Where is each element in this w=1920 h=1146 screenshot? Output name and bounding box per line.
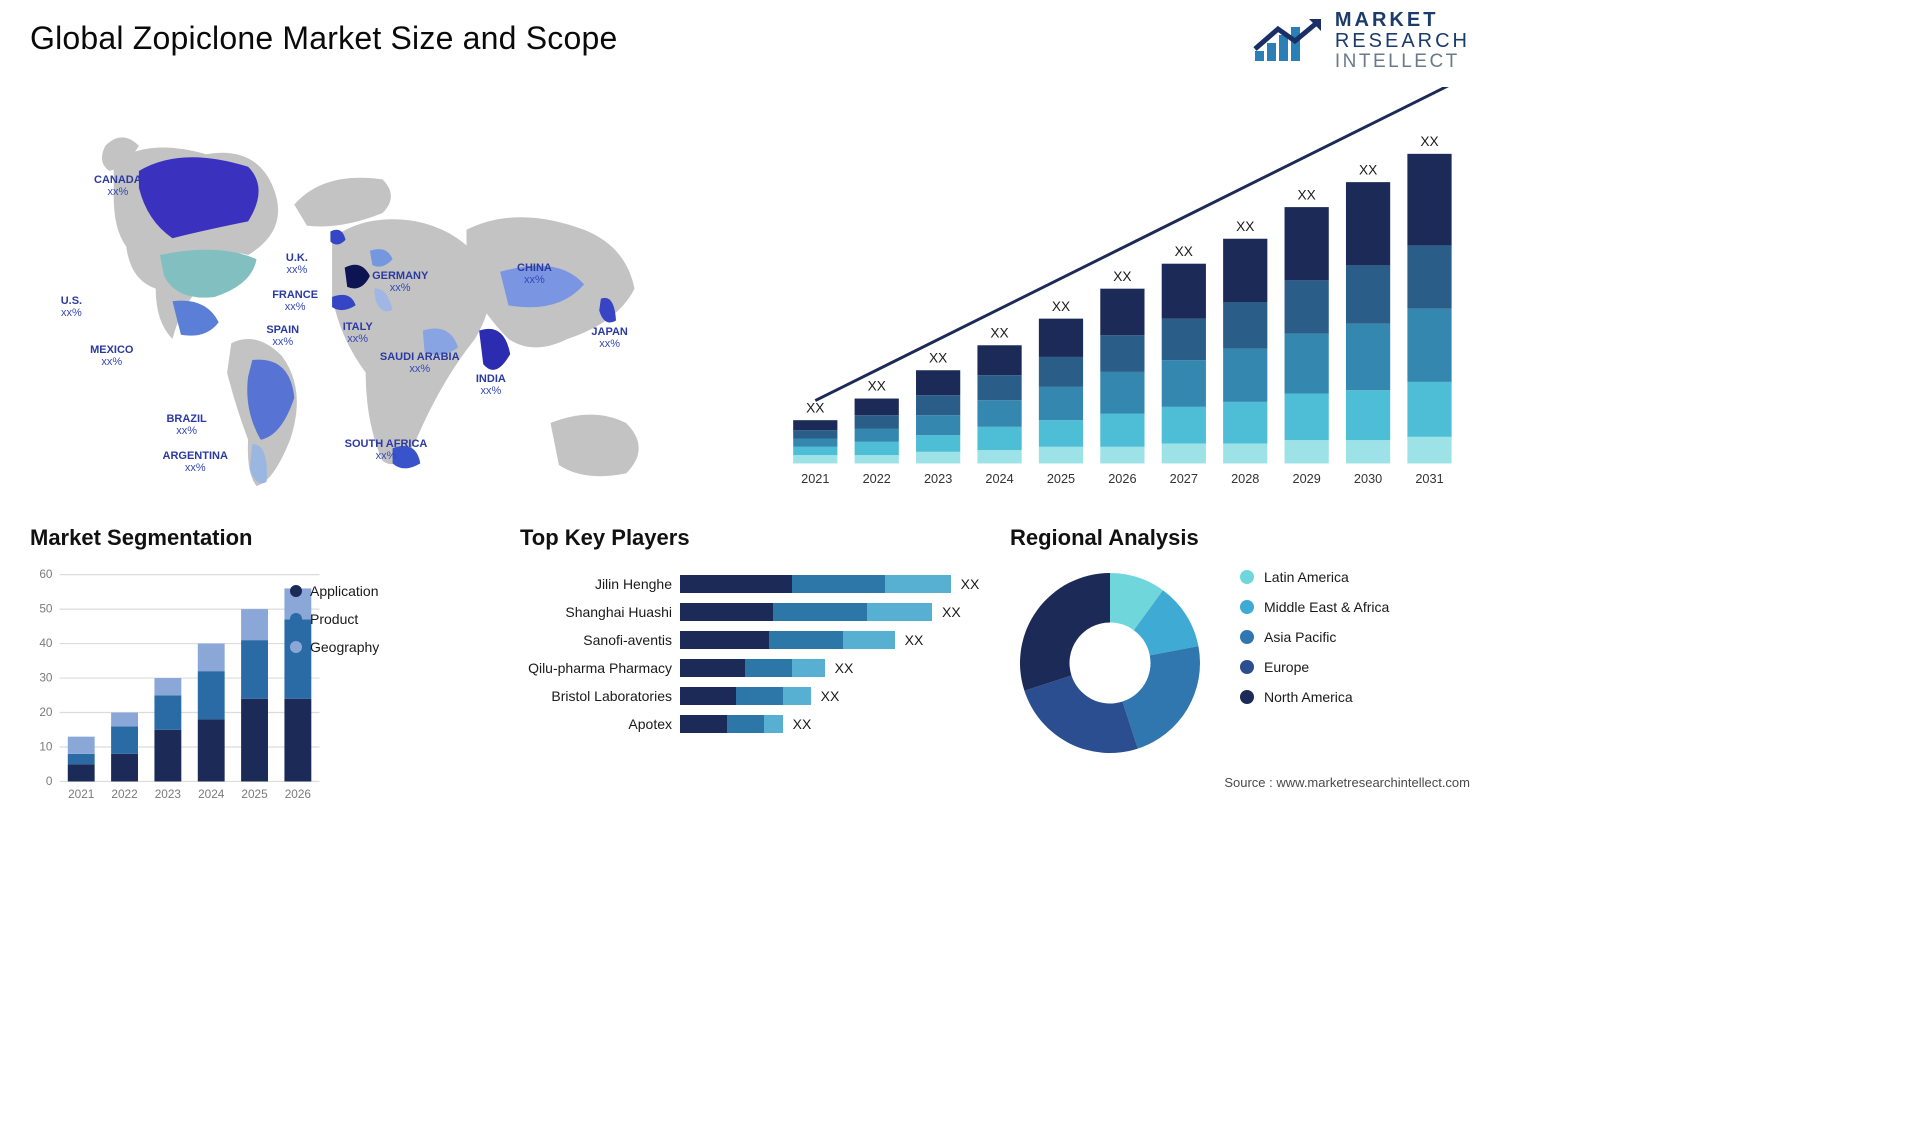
player-value: XX	[961, 576, 980, 592]
svg-text:2026: 2026	[285, 787, 312, 801]
logo-line3: INTELLECT	[1335, 52, 1470, 72]
logo-line1: MARKET	[1335, 10, 1470, 31]
brand-logo: MARKET RESEARCH INTELLECT	[1253, 10, 1470, 72]
segmentation-title: Market Segmentation	[30, 525, 490, 551]
seg-legend-application: Application	[290, 583, 379, 599]
svg-text:50: 50	[39, 602, 53, 616]
world-map	[30, 87, 735, 507]
region-legend-north-america: North America	[1240, 689, 1389, 705]
player-name: Apotex	[520, 716, 680, 732]
forecast-chart: XX 2021 XX 2022 XX 2023 XX 2024 XX 2025 XX 2026 XX 20…	[765, 87, 1470, 507]
region-legend-middle-east-africa: Middle East & Africa	[1240, 599, 1389, 615]
svg-text:60: 60	[39, 567, 53, 581]
svg-text:XX: XX	[806, 400, 824, 415]
player-bar	[680, 659, 825, 677]
player-value: XX	[793, 716, 812, 732]
player-row: Apotex XX	[520, 713, 980, 735]
regional-legend: Latin America Middle East & Africa Asia Pa…	[1240, 569, 1389, 719]
player-value: XX	[905, 632, 924, 648]
svg-text:2029: 2029	[1293, 471, 1321, 486]
svg-text:XX: XX	[1420, 134, 1438, 149]
key-players-title: Top Key Players	[520, 525, 980, 551]
seg-legend-geography: Geography	[290, 639, 379, 655]
svg-text:2023: 2023	[155, 787, 182, 801]
svg-text:20: 20	[39, 705, 53, 719]
svg-text:2023: 2023	[924, 471, 952, 486]
svg-text:2025: 2025	[241, 787, 268, 801]
svg-text:2026: 2026	[1108, 471, 1136, 486]
svg-text:2024: 2024	[198, 787, 225, 801]
player-name: Sanofi-aventis	[520, 632, 680, 648]
player-name: Qilu-pharma Pharmacy	[520, 660, 680, 676]
seg-legend-product: Product	[290, 611, 379, 627]
player-row: Bristol Laboratories XX	[520, 685, 980, 707]
svg-text:2024: 2024	[985, 471, 1013, 486]
svg-text:XX: XX	[1298, 187, 1316, 202]
svg-text:40: 40	[39, 636, 53, 650]
regional-donut	[1010, 563, 1210, 763]
svg-text:2021: 2021	[68, 787, 94, 801]
svg-text:2028: 2028	[1231, 471, 1259, 486]
player-row: Jilin Henghe XX	[520, 573, 980, 595]
region-legend-latin-america: Latin America	[1240, 569, 1389, 585]
svg-text:XX: XX	[1113, 269, 1131, 284]
segmentation-chart: 0 10 20 30 40 50 60 2021 2022 2023 2024 2025 2026	[30, 551, 490, 811]
svg-text:2022: 2022	[111, 787, 137, 801]
player-value: XX	[942, 604, 961, 620]
player-row: Qilu-pharma Pharmacy XX	[520, 657, 980, 679]
svg-text:2031: 2031	[1415, 471, 1443, 486]
logo-line2: RESEARCH	[1335, 31, 1470, 52]
regional-title: Regional Analysis	[1010, 525, 1470, 551]
region-legend-europe: Europe	[1240, 659, 1389, 675]
forecast-chart-panel: XX 2021 XX 2022 XX 2023 XX 2024 XX 2025 XX 2026 XX 20…	[765, 87, 1470, 507]
world-map-panel: CANADAxx%U.S.xx%MEXICOxx%BRAZILxx%ARGENT…	[30, 87, 735, 507]
svg-text:2022: 2022	[863, 471, 891, 486]
svg-text:30: 30	[39, 671, 53, 685]
player-bar	[680, 687, 811, 705]
player-bar	[680, 603, 932, 621]
key-players-panel: Top Key Players Jilin HengheXXShanghai H…	[520, 525, 980, 785]
player-value: XX	[821, 688, 840, 704]
svg-text:2030: 2030	[1354, 471, 1382, 486]
svg-text:2025: 2025	[1047, 471, 1075, 486]
svg-text:2021: 2021	[801, 471, 829, 486]
svg-text:XX: XX	[868, 379, 886, 394]
player-bar	[680, 715, 783, 733]
svg-text:XX: XX	[1175, 244, 1193, 259]
player-bar	[680, 631, 895, 649]
key-players-chart: Jilin HengheXXShanghai HuashiXXSanofi-av…	[520, 573, 980, 735]
player-name: Bristol Laboratories	[520, 688, 680, 704]
player-row: Shanghai Huashi XX	[520, 601, 980, 623]
player-value: XX	[835, 660, 854, 676]
svg-text:0: 0	[46, 774, 53, 788]
player-bar	[680, 575, 951, 593]
logo-icon	[1253, 17, 1323, 65]
regional-panel: Regional Analysis Latin America Middle Ea…	[1010, 525, 1470, 785]
source-text: Source : www.marketresearchintellect.com	[1224, 775, 1470, 790]
segmentation-legend: Application Product Geography	[290, 583, 379, 667]
svg-text:10: 10	[39, 740, 53, 754]
region-legend-asia-pacific: Asia Pacific	[1240, 629, 1389, 645]
svg-text:XX: XX	[1359, 162, 1377, 177]
segmentation-panel: Market Segmentation 01020304050602021202…	[30, 525, 490, 785]
svg-text:2027: 2027	[1170, 471, 1198, 486]
svg-text:XX: XX	[1052, 299, 1070, 314]
player-row: Sanofi-aventis XX	[520, 629, 980, 651]
svg-text:XX: XX	[990, 325, 1008, 340]
svg-text:XX: XX	[929, 350, 947, 365]
player-name: Jilin Henghe	[520, 576, 680, 592]
svg-text:XX: XX	[1236, 219, 1254, 234]
player-name: Shanghai Huashi	[520, 604, 680, 620]
